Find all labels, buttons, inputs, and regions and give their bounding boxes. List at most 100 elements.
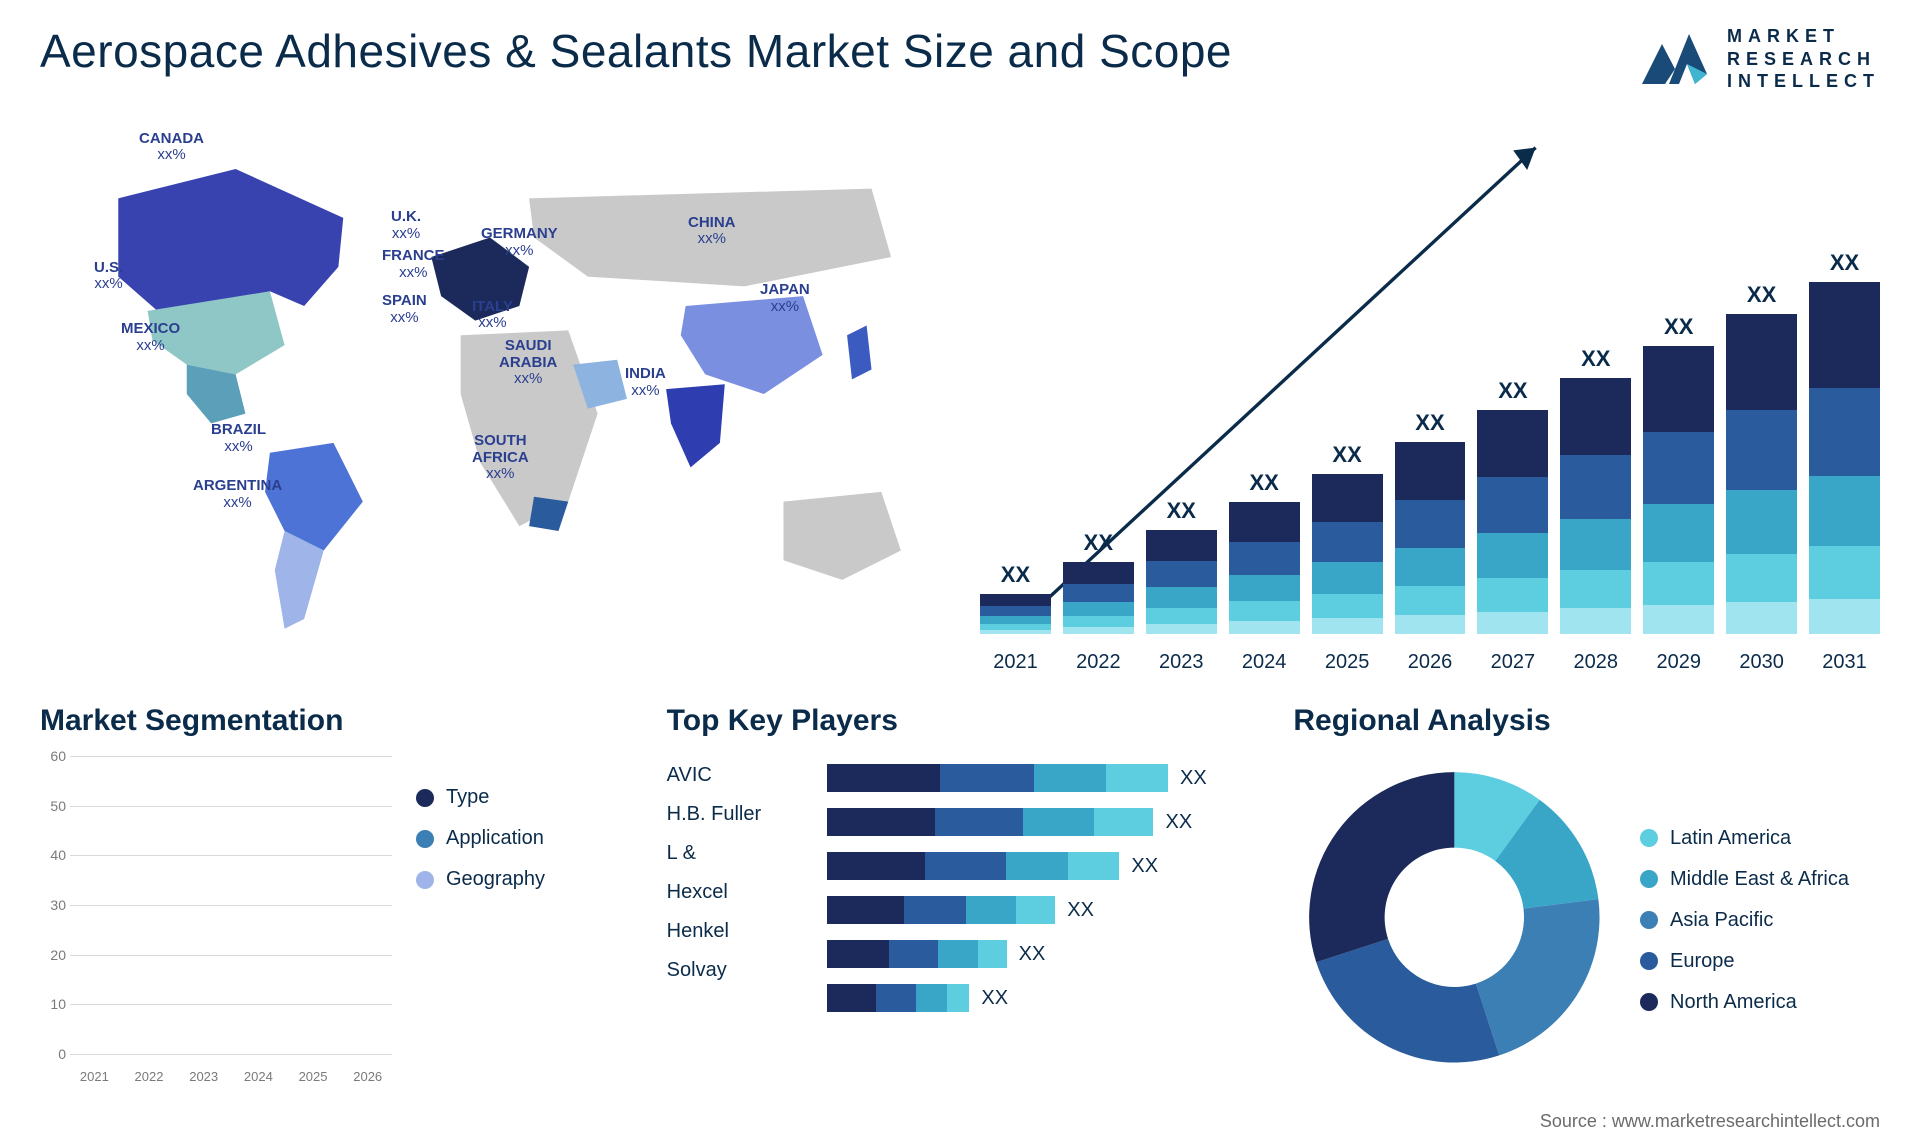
players-title: Top Key Players — [667, 704, 1254, 738]
regional-title: Regional Analysis — [1293, 704, 1880, 738]
legend-item: Asia Pacific — [1640, 909, 1880, 932]
bar-x-label: 2028 — [1560, 651, 1631, 674]
y-tick-label: 10 — [50, 996, 66, 1012]
legend-swatch-icon — [416, 871, 434, 889]
bar-col: XX — [1560, 346, 1631, 634]
player-bar-segment — [940, 764, 1033, 792]
player-bar-segment — [889, 940, 939, 968]
bar-segment — [1395, 500, 1466, 548]
y-tick-label: 20 — [50, 947, 66, 963]
bar-segment — [1643, 562, 1714, 605]
legend-label: Middle East & Africa — [1670, 868, 1849, 891]
bar-value-label: XX — [1809, 250, 1880, 276]
donut-chart-icon — [1293, 756, 1616, 1079]
legend-swatch-icon — [416, 830, 434, 848]
bar-segment — [1229, 542, 1300, 575]
bar-segment — [1395, 586, 1466, 615]
legend-item: Europe — [1640, 950, 1880, 973]
world-map-svg — [40, 114, 940, 674]
donut-slice — [1476, 899, 1600, 1055]
player-value-label: XX — [1019, 943, 1046, 966]
players-bars: XXXXXXXXXXXX — [827, 756, 1254, 1084]
player-value-label: XX — [981, 987, 1008, 1010]
bar-segment — [1477, 533, 1548, 578]
bar-value-label: XX — [1726, 282, 1797, 308]
regional-wrap: Latin America Middle East & Africa Asia Pa… — [1293, 756, 1880, 1084]
bar-segment — [1146, 624, 1217, 634]
bar-segment — [1229, 601, 1300, 621]
bar-stack — [1477, 410, 1548, 634]
segmentation-wrap: 0102030405060 202120222023202420252026 T… — [40, 756, 627, 1084]
bar-segment — [1477, 578, 1548, 612]
bar-col: XX — [1229, 470, 1300, 634]
y-tick-label: 60 — [50, 748, 66, 764]
players-names: AVICH.B. FullerL &HexcelHenkelSolvay — [667, 756, 807, 1084]
bar-segment — [1560, 519, 1631, 570]
seg-x-label: 2025 — [289, 1069, 338, 1084]
bar-segment — [1477, 410, 1548, 477]
map-label: ITALYxx% — [472, 299, 513, 332]
player-bar-segment — [925, 852, 1006, 880]
bar-segment — [1726, 602, 1797, 634]
segmentation-panel: Market Segmentation 0102030405060 202120… — [40, 704, 627, 1084]
map-label: U.S.xx% — [94, 260, 123, 293]
map-label: SPAINxx% — [382, 293, 427, 326]
market-size-bar-panel: XXXXXXXXXXXXXXXXXXXXXX 20212022202320242… — [980, 114, 1880, 674]
bar-segment — [1809, 388, 1880, 476]
bar-segment — [1643, 605, 1714, 634]
player-value-label: XX — [1180, 767, 1207, 790]
bar-segment — [1643, 432, 1714, 504]
bar-segment — [1229, 621, 1300, 634]
donut-slice — [1309, 772, 1454, 962]
legend-label: Geography — [446, 868, 545, 891]
map-label: U.K.xx% — [391, 209, 421, 242]
map-label: BRAZILxx% — [211, 422, 266, 455]
legend-swatch-icon — [1640, 952, 1658, 970]
bar-col: XX — [1726, 282, 1797, 634]
bar-segment — [1063, 602, 1134, 616]
bar-segment — [1146, 530, 1217, 561]
seg-x-label: 2024 — [234, 1069, 283, 1084]
map-region-southafrica — [529, 497, 568, 531]
bar-value-label: XX — [1063, 530, 1134, 556]
player-bar-segment — [1016, 896, 1055, 924]
bar-value-label: XX — [1560, 346, 1631, 372]
player-row: XX — [827, 896, 1254, 924]
bar-x-label: 2025 — [1312, 651, 1383, 674]
player-bar — [827, 940, 1007, 968]
bar-value-label: XX — [1229, 470, 1300, 496]
map-label: INDIAxx% — [625, 366, 666, 399]
legend-label: Application — [446, 827, 544, 850]
bar-segment — [1063, 562, 1134, 584]
page: Aerospace Adhesives & Sealants Market Si… — [0, 0, 1920, 1146]
y-tick-label: 40 — [50, 847, 66, 863]
bottom-row: Market Segmentation 0102030405060 202120… — [40, 704, 1880, 1084]
bar-segment — [1312, 594, 1383, 618]
logo-line2: RESEARCH — [1727, 48, 1880, 71]
bar-segment — [1560, 378, 1631, 455]
bar-stack — [980, 594, 1051, 634]
map-label: CHINAxx% — [688, 215, 736, 248]
regional-panel: Regional Analysis Latin America Middle Ea… — [1293, 704, 1880, 1084]
logo-line1: MARKET — [1727, 25, 1880, 48]
legend-label: Europe — [1670, 950, 1735, 973]
bar-segment — [1477, 612, 1548, 634]
player-value-label: XX — [1166, 811, 1193, 834]
y-tick-label: 50 — [50, 798, 66, 814]
bar-segment — [1312, 522, 1383, 562]
player-name: Solvay — [667, 959, 807, 982]
seg-x-label: 2026 — [343, 1069, 392, 1084]
player-value-label: XX — [1067, 899, 1094, 922]
bar-segment — [1643, 346, 1714, 432]
bar-value-label: XX — [1643, 314, 1714, 340]
map-label: SOUTHAFRICAxx% — [472, 433, 529, 483]
bar-segment — [980, 594, 1051, 606]
bar-col: XX — [1395, 410, 1466, 634]
bar-stack — [1643, 346, 1714, 634]
legend-item: Latin America — [1640, 827, 1880, 850]
bar-segment — [1146, 561, 1217, 587]
logo-mark-icon — [1637, 24, 1717, 94]
bar-stack — [1726, 314, 1797, 634]
bar-segment — [980, 606, 1051, 616]
bar-stack — [1063, 562, 1134, 634]
